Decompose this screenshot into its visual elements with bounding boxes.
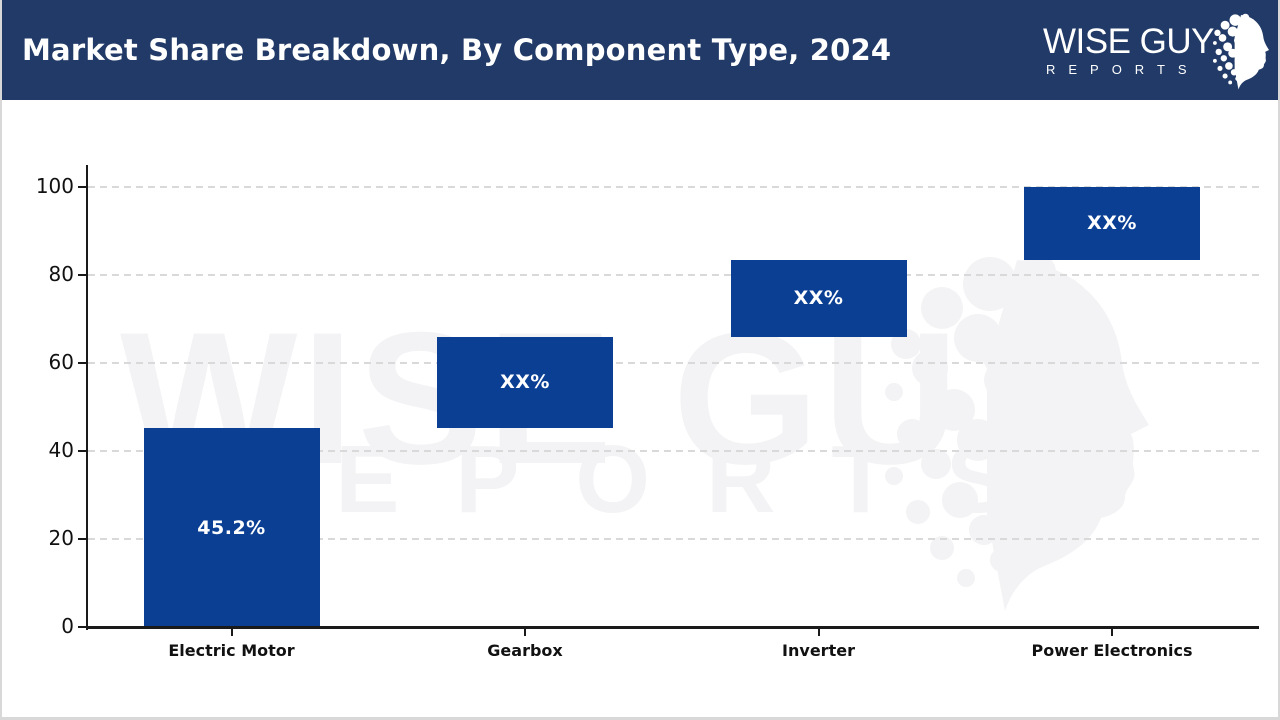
y-axis-tick — [78, 538, 86, 540]
y-axis-tick-label: 40 — [48, 438, 74, 462]
logo-face-icon — [1213, 13, 1269, 90]
header: Market Share Breakdown, By Component Typ… — [2, 0, 1278, 100]
logo-text: WISE GUY REPORTS — [1042, 22, 1215, 77]
x-axis-tick — [1111, 629, 1113, 636]
x-axis-category-label: Inverter — [782, 641, 855, 660]
y-axis-tick — [78, 362, 86, 364]
bar-power-electronics: XX% — [1024, 187, 1200, 260]
bar-value-label: XX% — [1087, 212, 1137, 235]
bar-value-label: XX% — [793, 287, 844, 310]
gridline-40 — [88, 450, 1259, 452]
gridline-80 — [88, 274, 1259, 276]
x-axis-tick — [817, 629, 820, 636]
logo-reports-text: REPORTS — [1045, 62, 1200, 77]
x-axis-tick — [524, 629, 526, 636]
y-axis — [86, 165, 88, 630]
watermark-reports-text: REPORTS — [210, 426, 1067, 533]
y-axis-tick-label: 60 — [48, 350, 74, 374]
y-axis-tick — [78, 274, 86, 276]
chart-title: Market Share Breakdown, By Component Typ… — [22, 33, 892, 67]
x-axis-category-label: Electric Motor — [168, 641, 295, 660]
y-axis-tick — [78, 450, 86, 452]
gridline-100 — [88, 186, 1259, 188]
bar-value-label: XX% — [500, 371, 550, 394]
y-axis-tick — [78, 626, 86, 628]
brand-logo: WISE GUY REPORTS — [1043, 7, 1276, 93]
x-axis — [86, 626, 1259, 629]
watermark-face-icon — [885, 254, 1149, 611]
y-axis-tick-label: 0 — [61, 614, 74, 638]
x-axis-category-label: Power Electronics — [1031, 641, 1193, 660]
gridline-20 — [88, 538, 1259, 540]
x-axis-category-label: Gearbox — [487, 641, 563, 660]
bar-electric-motor: 45.2% — [143, 428, 320, 627]
bar-value-label: 45.2% — [197, 516, 266, 539]
gridline-60 — [88, 362, 1259, 364]
y-axis-tick-label: 20 — [48, 526, 74, 550]
chart-area: WISE GUY REPORTS 0 20 40 60 80 100 45.2% Electr… — [2, 100, 1278, 717]
logo-wiseguy-text: WISE GUY — [1042, 22, 1215, 61]
x-axis-tick — [230, 629, 233, 636]
y-axis-tick-label: 100 — [35, 174, 74, 198]
bar-inverter: XX% — [730, 259, 907, 337]
bar-gearbox: XX% — [437, 336, 613, 429]
y-axis-tick — [78, 186, 86, 188]
y-axis-tick-label: 80 — [48, 262, 74, 286]
